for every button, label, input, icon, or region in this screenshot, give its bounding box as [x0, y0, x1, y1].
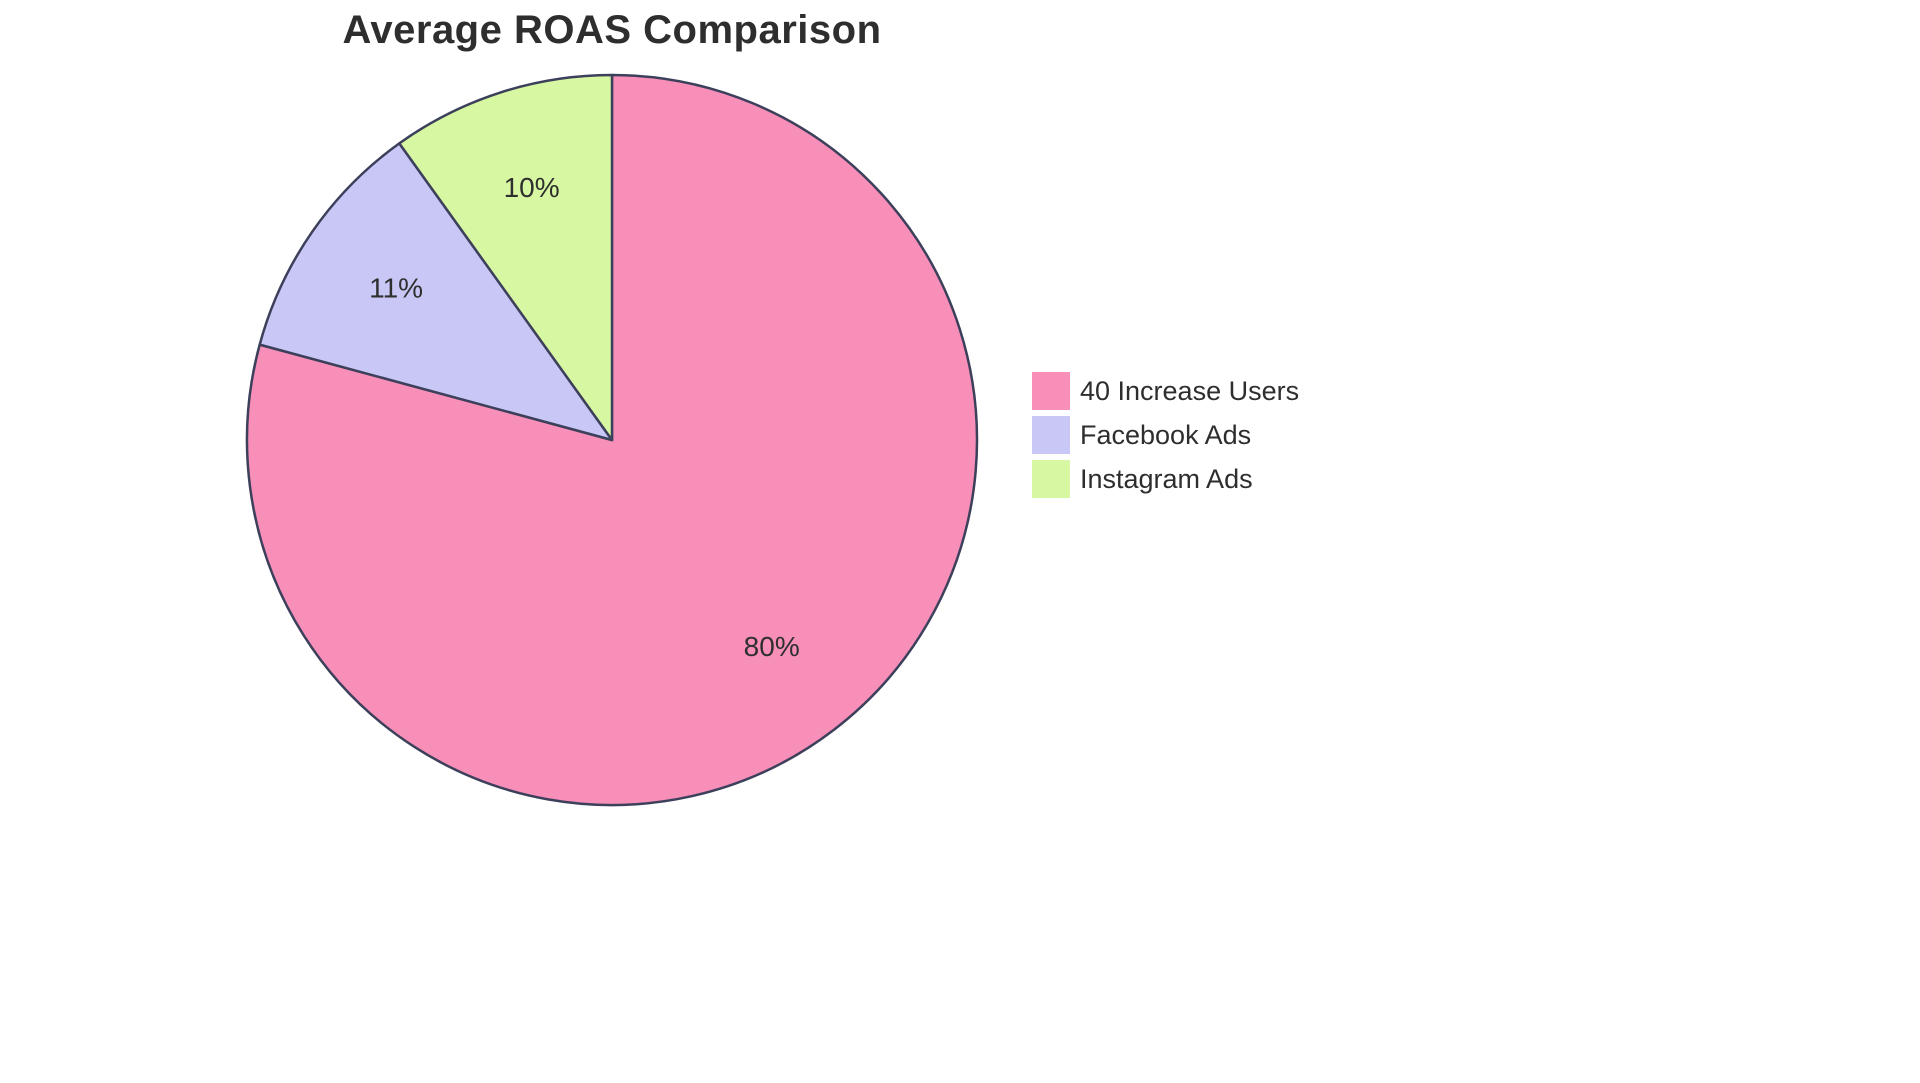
pie-slice — [245, 73, 979, 807]
legend-swatch — [1032, 416, 1070, 454]
legend-item: Facebook Ads — [1032, 416, 1299, 454]
legend-item: 40 Increase Users — [1032, 372, 1299, 410]
slice-percent-label: 11% — [369, 273, 423, 304]
legend: 40 Increase Users Facebook Ads Instagram… — [1032, 372, 1299, 498]
legend-label: Facebook Ads — [1080, 419, 1252, 450]
legend-label: Instagram Ads — [1080, 463, 1253, 494]
pie-slice — [398, 73, 614, 442]
pie-slice — [258, 142, 614, 442]
slice-percent-label: 80% — [744, 631, 800, 662]
legend-swatch — [1032, 372, 1070, 410]
chart-title: Average ROAS Comparison — [342, 8, 882, 52]
legend-label: 40 Increase Users — [1080, 375, 1300, 406]
legend-item: Instagram Ads — [1032, 460, 1299, 498]
legend-swatch — [1032, 460, 1070, 498]
slice-percent-label: 10% — [504, 172, 560, 203]
